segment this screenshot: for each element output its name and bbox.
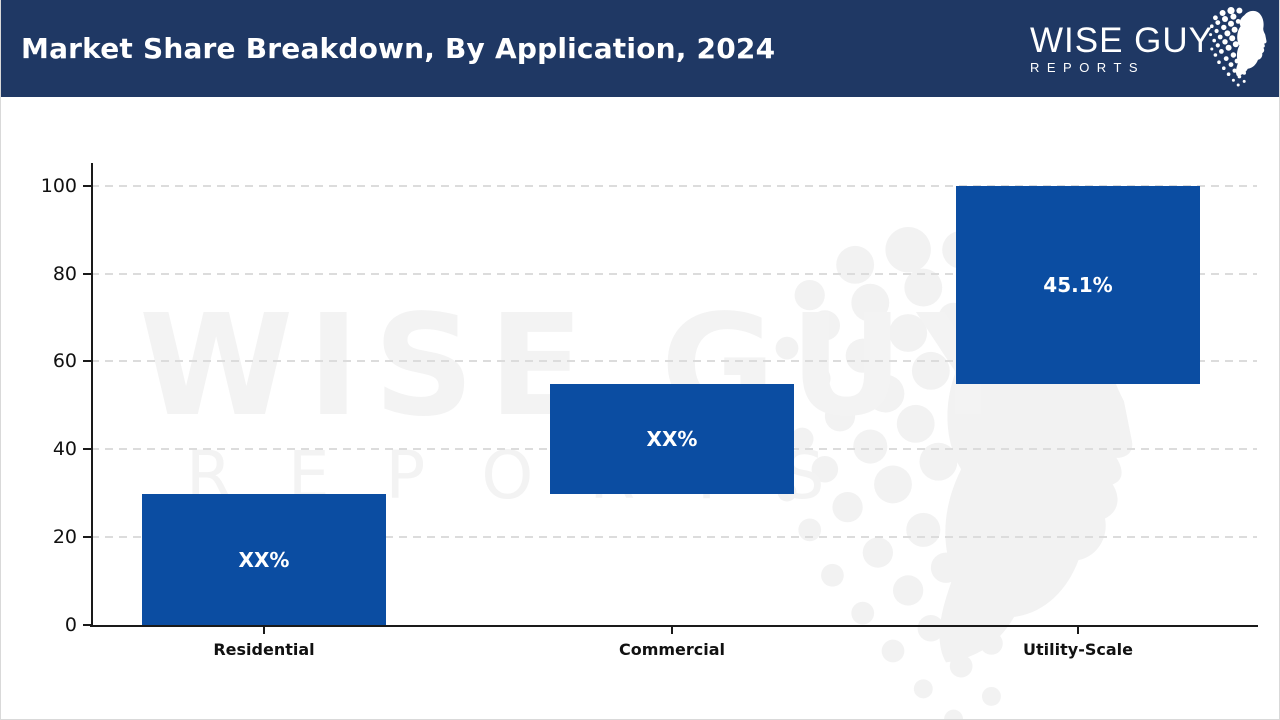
x-axis-line	[90, 625, 1258, 627]
x-tick-label: Utility-Scale	[1023, 640, 1133, 659]
gridline	[91, 184, 1257, 187]
gridline	[91, 360, 1257, 363]
x-tick-mark	[1077, 627, 1079, 634]
x-tick-label: Residential	[213, 640, 315, 659]
wiseguy-logo: WISE GUY REPORTS	[1030, 4, 1267, 94]
y-tick-label: 60	[52, 350, 77, 373]
logo-line2: REPORTS	[1029, 60, 1146, 76]
logo-wordmark: WISE GUY REPORTS	[1029, 20, 1213, 76]
y-tick-label: 40	[52, 438, 77, 461]
header-bar: Market Share Breakdown, By Application, …	[1, 0, 1279, 97]
y-axis-line	[91, 163, 93, 627]
y-tick-mark	[83, 624, 91, 626]
y-tick-mark	[83, 184, 91, 187]
x-tick-label: Commercial	[618, 640, 726, 659]
y-tick-mark	[83, 448, 91, 451]
x-tick-mark	[263, 627, 265, 634]
y-tick-label: 100	[40, 174, 77, 197]
y-tick-mark	[83, 360, 91, 363]
y-tick-mark	[83, 272, 91, 275]
bar-residential: XX%	[142, 494, 386, 625]
bar-value-label: XX%	[646, 426, 698, 451]
y-tick-label: 80	[52, 262, 77, 285]
bar-utility-scale: 45.1%	[956, 185, 1200, 384]
wiseguy-face-icon	[1209, 7, 1267, 87]
x-tick-mark	[671, 627, 673, 634]
logo-line1: WISE GUY	[1029, 20, 1213, 60]
y-tick-mark	[83, 536, 91, 539]
gridline	[91, 272, 1257, 275]
bar-value-label: 45.1%	[1043, 272, 1113, 297]
bar-value-label: XX%	[238, 547, 290, 572]
gridline	[91, 536, 1257, 539]
y-tick-label: 0	[64, 614, 77, 636]
y-tick-label: 20	[52, 526, 77, 549]
bar-commercial: XX%	[550, 383, 794, 495]
chart-title: Market Share Breakdown, By Application, …	[21, 32, 776, 65]
